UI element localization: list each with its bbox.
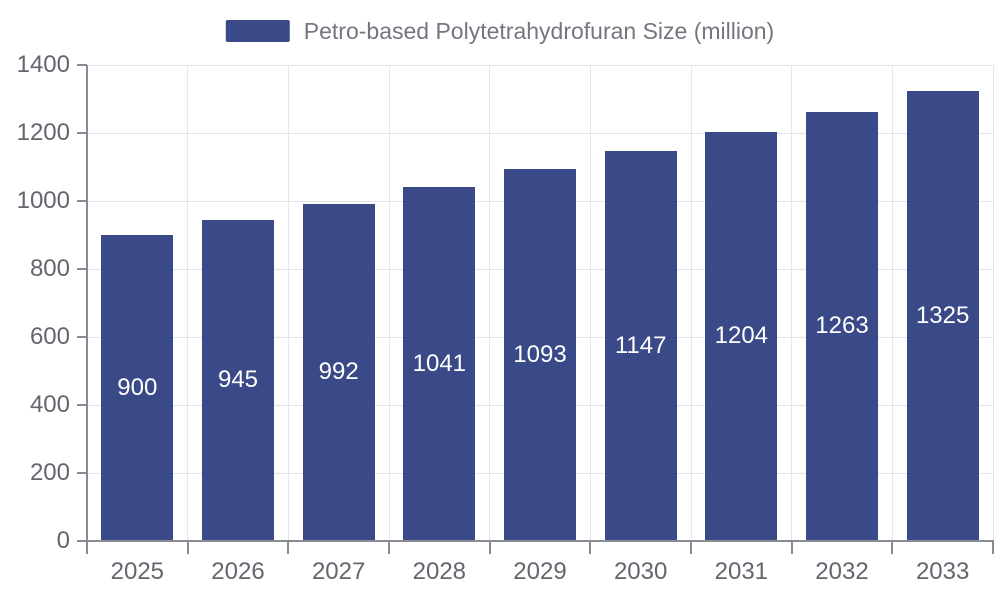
y-axis-tick bbox=[77, 200, 87, 202]
x-axis-line bbox=[86, 540, 994, 542]
bar[interactable] bbox=[604, 151, 677, 541]
gridline-vertical bbox=[891, 65, 893, 541]
bar[interactable] bbox=[806, 111, 878, 541]
legend-swatch bbox=[225, 20, 290, 42]
y-axis-tick bbox=[77, 404, 87, 406]
gridline-vertical bbox=[992, 65, 994, 541]
bar-value-label: 1041 bbox=[412, 350, 467, 378]
bar[interactable] bbox=[202, 219, 274, 541]
bar-value-label: 992 bbox=[318, 358, 359, 386]
bar[interactable] bbox=[101, 235, 174, 541]
bar-value-label: 1093 bbox=[513, 341, 567, 369]
bar-value-label: 1147 bbox=[614, 332, 667, 359]
y-axis-tick bbox=[77, 132, 87, 134]
y-axis-tick-label: 1000 bbox=[16, 187, 70, 214]
x-axis-tick-label: 2033 bbox=[915, 558, 970, 585]
bar-value-label: 945 bbox=[217, 366, 259, 394]
x-axis-tick-label: 2032 bbox=[815, 558, 869, 585]
gridline-horizontal bbox=[87, 132, 993, 134]
x-axis-tick bbox=[790, 541, 793, 554]
x-axis-tick bbox=[589, 541, 592, 554]
bar[interactable] bbox=[906, 90, 979, 541]
x-axis-tick-label: 2028 bbox=[412, 558, 467, 585]
x-axis-tick-label: 2027 bbox=[311, 558, 366, 585]
x-axis-tick-label: 2029 bbox=[513, 558, 567, 585]
x-axis-tick bbox=[186, 541, 189, 554]
y-axis-tick-label: 400 bbox=[29, 391, 70, 418]
y-axis-tick bbox=[77, 472, 87, 474]
legend-label: Petro-based Polytetrahydrofuran Size (mi… bbox=[303, 18, 775, 44]
y-axis-tick bbox=[77, 336, 87, 338]
bar-value-label: 1263 bbox=[815, 312, 869, 340]
bar-value-label: 1204 bbox=[714, 322, 769, 350]
bar[interactable] bbox=[705, 131, 778, 541]
gridline-vertical bbox=[489, 65, 491, 541]
y-axis-tick-label: 200 bbox=[29, 459, 70, 486]
gridline-vertical bbox=[690, 65, 692, 541]
x-axis-tick bbox=[891, 541, 894, 554]
gridline-vertical bbox=[187, 65, 189, 541]
y-axis-tick bbox=[77, 64, 87, 66]
x-axis-tick bbox=[388, 541, 390, 554]
x-axis-tick-label: 2030 bbox=[613, 558, 668, 585]
x-axis-tick bbox=[690, 541, 692, 554]
gridline-vertical bbox=[589, 65, 591, 541]
bar-value-label: 900 bbox=[117, 374, 158, 401]
bar[interactable] bbox=[504, 169, 576, 541]
x-axis-tick bbox=[992, 541, 994, 554]
gridline-vertical bbox=[287, 65, 289, 541]
x-axis-tick-label: 2025 bbox=[110, 558, 165, 585]
x-axis-tick-label: 2026 bbox=[211, 558, 265, 585]
y-axis-tick bbox=[77, 268, 87, 270]
x-axis-tick-label: 2031 bbox=[714, 558, 769, 585]
y-axis-tick-label: 1400 bbox=[16, 51, 70, 78]
y-axis-line bbox=[86, 65, 88, 541]
y-axis-tick-label: 600 bbox=[29, 323, 70, 350]
x-axis-tick bbox=[287, 541, 290, 554]
x-axis-tick bbox=[488, 541, 491, 554]
gridline-vertical bbox=[791, 65, 793, 541]
gridline-horizontal bbox=[87, 64, 993, 66]
gridline-vertical bbox=[388, 65, 390, 541]
legend-item[interactable]: Petro-based Polytetrahydrofuran Size (mi… bbox=[225, 18, 775, 44]
x-axis-tick bbox=[86, 541, 88, 554]
bar[interactable] bbox=[302, 203, 375, 541]
bar-value-label: 1325 bbox=[915, 301, 970, 329]
y-axis-tick-label: 1200 bbox=[16, 119, 70, 146]
y-axis-tick bbox=[77, 540, 87, 542]
y-axis-tick-label: 800 bbox=[29, 255, 70, 282]
y-axis-tick-label: 0 bbox=[56, 527, 70, 554]
bar[interactable] bbox=[403, 187, 476, 541]
